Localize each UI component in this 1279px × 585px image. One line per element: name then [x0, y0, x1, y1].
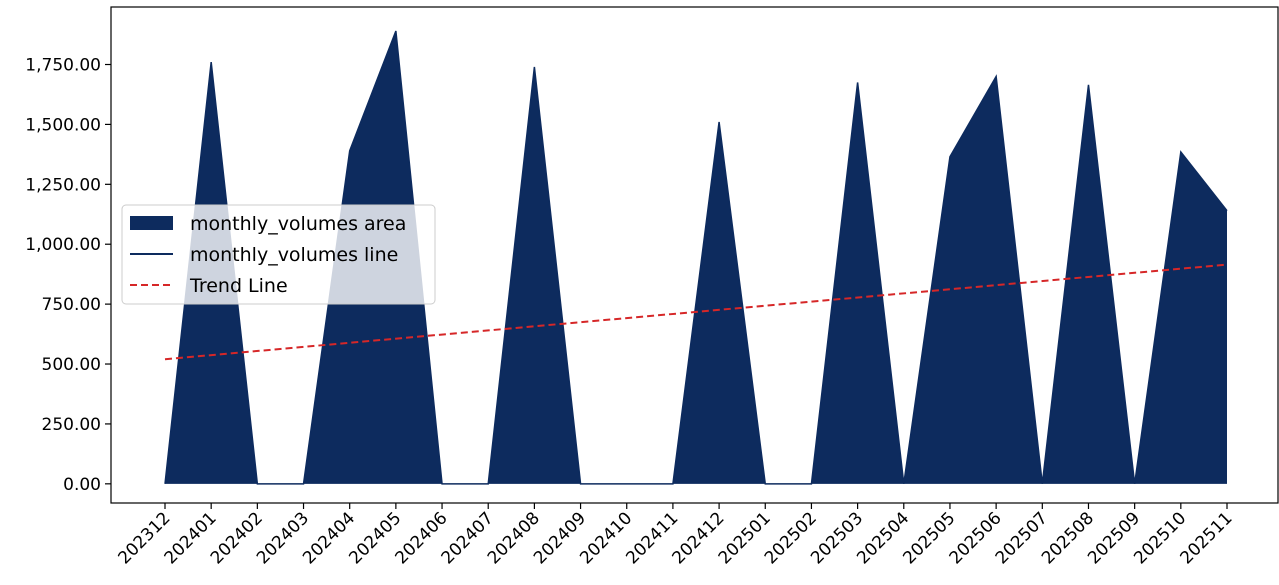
legend-box — [121, 204, 436, 305]
trend-layer — [164, 263, 1228, 361]
x-tick-label: 202511 — [1176, 508, 1236, 568]
y-tick-label: 1,000.00 — [25, 235, 101, 255]
y-tick-label: 750.00 — [42, 295, 101, 315]
y-tick-label: 1,750.00 — [25, 56, 101, 76]
legend-label: monthly_volumes area — [190, 213, 406, 235]
legend-swatch-area — [130, 216, 173, 230]
y-tick-label: 0.00 — [63, 475, 101, 495]
plot-frame — [110, 6, 1279, 504]
legend: monthly_volumes area monthly_volumes line… — [121, 204, 436, 305]
y-tick-label: 250.00 — [42, 415, 101, 435]
y-tick-label: 1,500.00 — [25, 115, 101, 135]
y-tick-label: 1,250.00 — [25, 175, 101, 195]
legend-label: monthly_volumes line — [190, 244, 398, 266]
trend-line — [164, 263, 1228, 361]
y-tick-label: 500.00 — [42, 355, 101, 375]
legend-label: Trend Line — [189, 275, 288, 297]
